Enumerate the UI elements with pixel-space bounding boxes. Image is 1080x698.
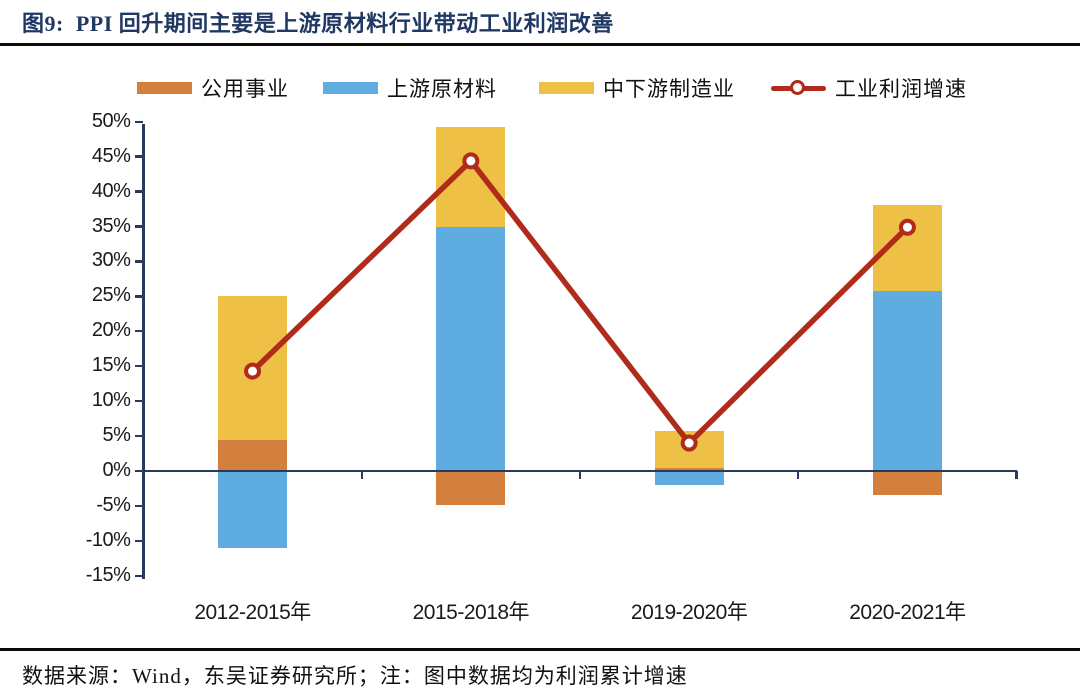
y-axis-line — [142, 124, 145, 579]
y-axis-tick-label: 35% — [91, 214, 131, 237]
legend-label: 公用事业 — [201, 77, 289, 101]
source-note: 数据来源：Wind，东吴证券研究所；注：图中数据均为利润累计增速 — [22, 664, 688, 688]
legend-label: 上游原材料 — [387, 77, 497, 101]
x-axis-tick — [797, 471, 800, 479]
y-axis-tick — [135, 190, 144, 193]
legend-item-2: 上游原材料 — [323, 75, 497, 101]
y-axis-tick-label: 50% — [91, 109, 131, 132]
legend-swatch-icon — [539, 82, 594, 94]
x-axis-tick — [360, 471, 363, 479]
bar-segment-公用事业-2015-2018年 — [436, 471, 506, 505]
y-axis-tick-label: 25% — [91, 284, 131, 307]
x-axis-category-label: 2020-2021年 — [849, 601, 966, 624]
bar-segment-上游原材料-2020-2021年 — [872, 290, 942, 471]
y-axis-tick-label: 45% — [91, 144, 131, 167]
legend-item-4: 工业利润增速 — [771, 75, 967, 101]
bar-segment-公用事业-2012-2015年 — [218, 439, 288, 471]
top-divider-rule — [0, 43, 1080, 46]
x-axis-category-label: 2012-2015年 — [194, 601, 311, 624]
line-path — [249, 156, 911, 448]
bar-segment-上游原材料-2012-2015年 — [218, 471, 288, 548]
y-axis-tick — [135, 469, 144, 473]
y-axis-tick-label: -10% — [85, 528, 131, 551]
y-axis-tick — [135, 295, 144, 298]
bar-segment-中下游制造业-2012-2015年 — [218, 295, 288, 440]
bar-segment-中下游制造业-2020-2021年 — [872, 204, 942, 291]
y-axis-tick — [135, 225, 144, 228]
y-axis-tick — [135, 330, 144, 333]
bar-segment-中下游制造业-2019-2020年 — [654, 431, 724, 468]
legend-line-marker-icon — [771, 80, 826, 96]
x-axis-tick — [142, 471, 145, 479]
bar-segment-中下游制造业-2015-2018年 — [436, 127, 506, 227]
y-axis-tick — [135, 574, 144, 577]
y-axis-tick-label: 30% — [91, 249, 131, 272]
y-axis-tick-label: 40% — [91, 179, 131, 202]
legend-item-1: 公用事业 — [137, 75, 289, 101]
figure-title: 图9: PPI 回升期间主要是上游原材料行业带动工业利润改善 — [22, 11, 614, 36]
legend-label: 工业利润增速 — [835, 77, 967, 101]
bar-segment-上游原材料-2019-2020年 — [654, 471, 724, 485]
y-axis-tick-label: 15% — [91, 354, 131, 377]
legend-swatch-icon — [137, 82, 192, 94]
y-axis-tick — [135, 365, 144, 368]
x-axis-zero-line — [143, 469, 1017, 473]
y-axis-tick — [135, 504, 144, 508]
bottom-divider-rule — [0, 648, 1080, 651]
y-axis-tick — [135, 434, 144, 438]
legend-item-3: 中下游制造业 — [539, 75, 735, 101]
y-axis-tick — [135, 155, 144, 158]
bar-segment-公用事业-2019-2020年 — [654, 467, 724, 471]
y-axis-tick — [135, 260, 144, 263]
x-axis-tick — [1015, 471, 1018, 479]
y-axis-tick-label: 5% — [102, 424, 131, 447]
y-axis-tick-label: -15% — [85, 563, 131, 586]
bar-segment-上游原材料-2015-2018年 — [436, 226, 506, 471]
x-axis-category-label: 2015-2018年 — [412, 601, 530, 624]
bar-segment-公用事业-2020-2021年 — [872, 471, 942, 495]
x-axis-category-label: 2019-2020年 — [630, 601, 748, 624]
y-axis-tick — [135, 120, 144, 123]
y-axis-tick — [135, 399, 144, 403]
y-axis-tick-label: 10% — [91, 389, 131, 412]
x-axis-tick — [578, 471, 582, 479]
legend-label: 中下游制造业 — [603, 77, 735, 101]
legend-swatch-icon — [323, 82, 378, 94]
y-axis-tick-label: -5% — [96, 493, 131, 516]
y-axis-tick — [135, 539, 144, 543]
y-axis-tick-label: 0% — [102, 459, 131, 481]
y-axis-tick-label: 20% — [91, 319, 131, 342]
